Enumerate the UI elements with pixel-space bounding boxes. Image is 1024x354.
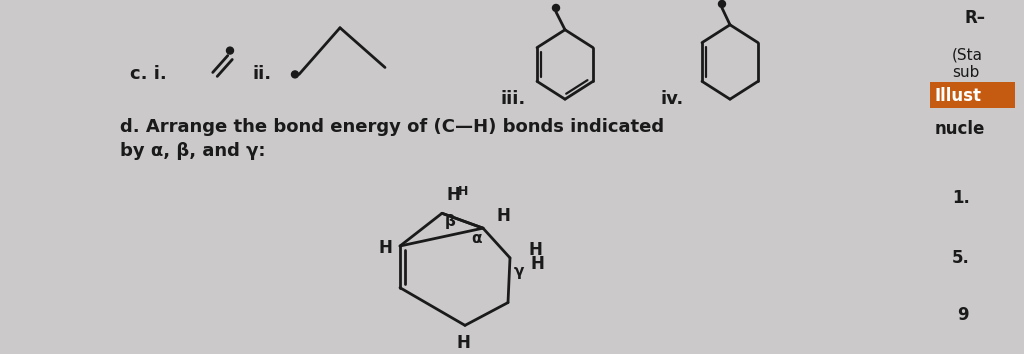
Text: H: H bbox=[458, 185, 468, 198]
FancyBboxPatch shape bbox=[930, 82, 1015, 108]
Text: α: α bbox=[471, 230, 481, 246]
Text: 5.: 5. bbox=[952, 249, 970, 267]
Text: R–: R– bbox=[965, 9, 986, 27]
Circle shape bbox=[226, 47, 233, 54]
Text: 9: 9 bbox=[957, 307, 969, 325]
Text: iv.: iv. bbox=[660, 90, 683, 108]
Text: ii.: ii. bbox=[252, 65, 271, 84]
Text: H: H bbox=[457, 334, 471, 352]
Text: γ: γ bbox=[514, 264, 524, 279]
Text: H: H bbox=[497, 207, 511, 225]
Circle shape bbox=[719, 0, 725, 7]
Circle shape bbox=[553, 5, 559, 11]
Text: iii.: iii. bbox=[500, 90, 525, 108]
Circle shape bbox=[292, 71, 299, 78]
Text: sub: sub bbox=[952, 65, 979, 80]
Text: nucle: nucle bbox=[935, 120, 985, 138]
Text: β: β bbox=[445, 214, 456, 229]
Text: d. Arrange the bond energy of (C—H) bonds indicated: d. Arrange the bond energy of (C—H) bond… bbox=[120, 118, 665, 136]
Text: 1.: 1. bbox=[952, 189, 970, 207]
Text: (Sta: (Sta bbox=[952, 47, 983, 62]
Text: H: H bbox=[530, 255, 544, 273]
Text: c. i.: c. i. bbox=[130, 65, 167, 84]
Text: H: H bbox=[378, 239, 392, 257]
Text: by α, β, and γ:: by α, β, and γ: bbox=[120, 142, 265, 160]
Text: Illust: Illust bbox=[935, 87, 982, 105]
Text: H: H bbox=[528, 241, 542, 259]
Text: H: H bbox=[447, 187, 461, 204]
